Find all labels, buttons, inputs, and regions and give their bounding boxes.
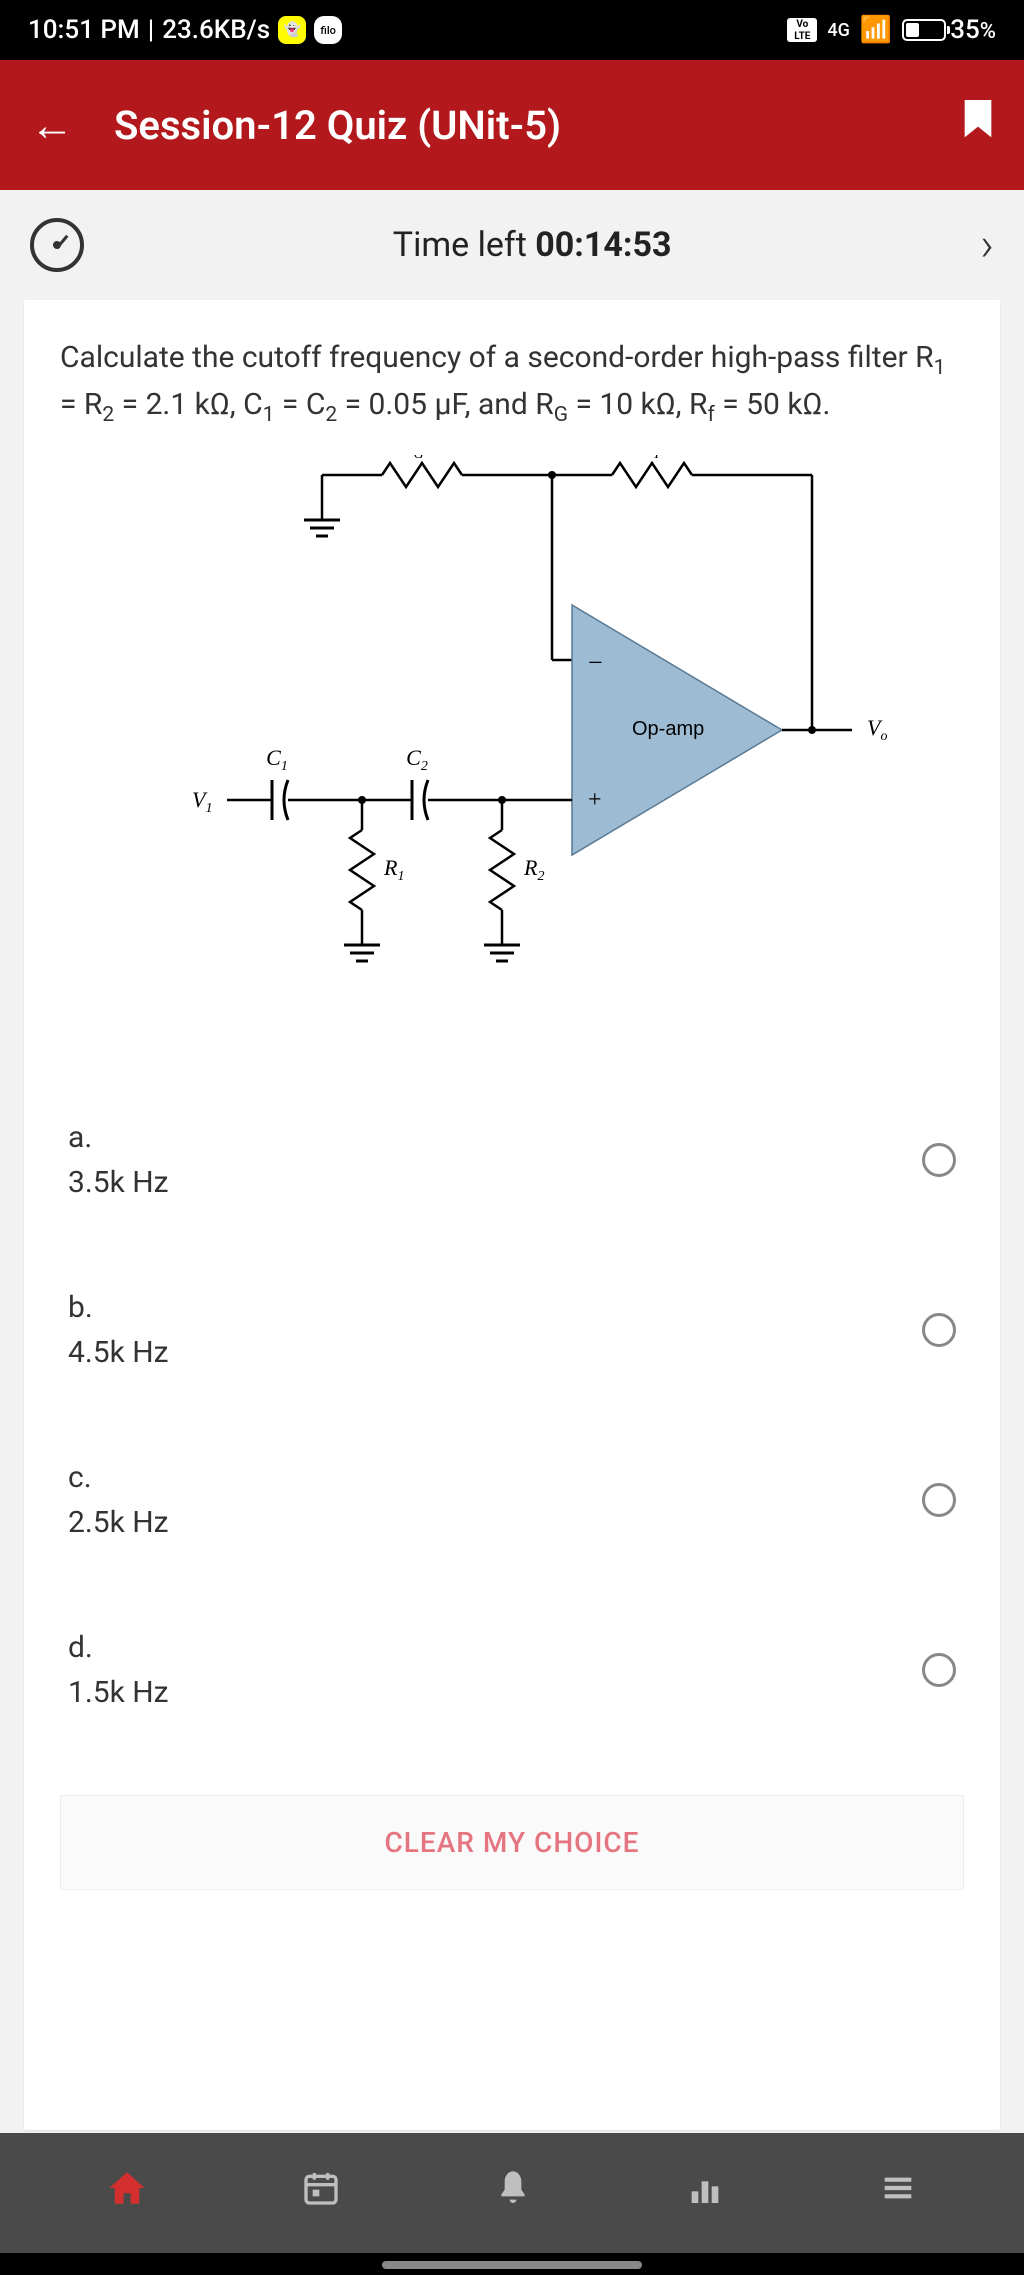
volte-icon: VoLTE	[787, 18, 817, 42]
network-label: 4G	[827, 20, 850, 41]
status-data-rate: 23.6KB/s	[162, 15, 270, 45]
option-text: c. 2.5k Hz	[68, 1455, 169, 1545]
svg-text:R2: R2	[523, 855, 544, 884]
back-button[interactable]: ←	[30, 103, 74, 147]
battery-indicator: 35%	[902, 15, 996, 45]
timer-text: Time left 00:14:53	[84, 225, 980, 265]
svg-text:C1: C1	[266, 745, 288, 774]
gesture-bar	[382, 2261, 642, 2269]
next-button[interactable]: ›	[980, 218, 994, 272]
timer-label: Time left	[393, 225, 536, 265]
nav-menu[interactable]	[878, 2168, 918, 2218]
status-sep: |	[148, 15, 154, 45]
option-a[interactable]: a. 3.5k Hz	[60, 1075, 964, 1245]
svg-text:C2: C2	[406, 745, 428, 774]
svg-text:Vo: Vo	[867, 715, 887, 744]
option-c[interactable]: c. 2.5k Hz	[60, 1415, 964, 1585]
svg-text:−: −	[588, 648, 603, 677]
circuit-diagram: RG RF Op-amp − +	[60, 455, 964, 1015]
nav-notifications[interactable]	[493, 2168, 533, 2218]
svg-text:V1: V1	[192, 787, 212, 816]
option-text: a. 3.5k Hz	[68, 1115, 169, 1205]
snapchat-icon: 👻	[278, 16, 306, 44]
svg-text:RF: RF	[640, 455, 663, 462]
option-b[interactable]: b. 4.5k Hz	[60, 1245, 964, 1415]
bookmark-icon[interactable]	[962, 100, 994, 150]
option-text: b. 4.5k Hz	[68, 1285, 169, 1375]
status-right: VoLTE 4G 📶 35%	[787, 15, 996, 45]
battery-fill	[906, 23, 919, 37]
svg-text:+: +	[588, 787, 602, 813]
signal-icon: 📶	[860, 15, 892, 45]
radio-icon[interactable]	[922, 1313, 956, 1347]
options-list: a. 3.5k Hz b. 4.5k Hz c. 2.5k Hz	[60, 1075, 964, 1755]
svg-text:Op-amp: Op-amp	[632, 718, 704, 740]
question-card: Calculate the cutoff frequency of a seco…	[24, 300, 1000, 2130]
nav-calendar[interactable]	[301, 2168, 341, 2218]
option-d[interactable]: d. 1.5k Hz	[60, 1585, 964, 1755]
timer-icon	[30, 218, 84, 272]
svg-text:RG: RG	[399, 455, 424, 462]
nav-home[interactable]	[106, 2167, 148, 2219]
page-title: Session-12 Quiz (UNit-5)	[114, 102, 962, 149]
option-text: d. 1.5k Hz	[68, 1625, 169, 1715]
radio-icon[interactable]	[922, 1143, 956, 1177]
battery-pct: 35%	[950, 15, 996, 45]
status-bar: 10:51 PM | 23.6KB/s 👻 filo VoLTE 4G 📶 35…	[0, 0, 1024, 60]
svg-text:R1: R1	[383, 855, 404, 884]
app-header: ← Session-12 Quiz (UNit-5)	[0, 60, 1024, 190]
bottom-nav	[0, 2133, 1024, 2253]
battery-icon	[902, 19, 946, 41]
content-area: Calculate the cutoff frequency of a seco…	[0, 300, 1024, 2180]
status-left: 10:51 PM | 23.6KB/s 👻 filo	[28, 15, 342, 45]
status-time: 10:51 PM	[28, 15, 140, 45]
radio-icon[interactable]	[922, 1483, 956, 1517]
timer-value: 00:14:53	[535, 225, 671, 265]
timer-bar: Time left 00:14:53 ›	[0, 190, 1024, 300]
radio-icon[interactable]	[922, 1653, 956, 1687]
nav-stats[interactable]	[685, 2168, 725, 2218]
filo-icon: filo	[314, 16, 342, 44]
clear-choice-button[interactable]: CLEAR MY CHOICE	[60, 1795, 964, 1890]
question-text: Calculate the cutoff frequency of a seco…	[60, 336, 964, 431]
